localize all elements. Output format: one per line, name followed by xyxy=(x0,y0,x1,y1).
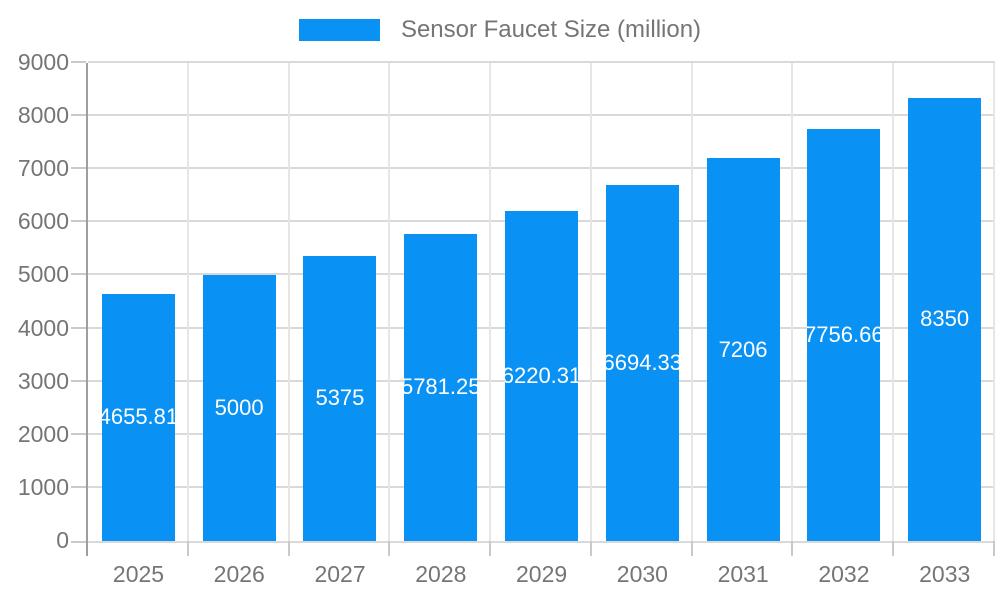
bar-value-label: 5375 xyxy=(315,385,365,411)
x-axis-label: 2030 xyxy=(616,561,668,587)
bar-value-label: 6220.31 xyxy=(505,362,578,388)
y-axis-tick xyxy=(71,379,86,382)
bar[interactable]: 5781.25 xyxy=(404,233,478,541)
vertical-gridline xyxy=(993,63,995,541)
x-axis-label: 2028 xyxy=(415,561,467,587)
x-axis-tick xyxy=(489,541,492,556)
vertical-gridline xyxy=(489,63,492,541)
bar-value-label: 8350 xyxy=(920,306,970,332)
bar[interactable]: 5375 xyxy=(303,255,377,541)
y-axis-tick xyxy=(71,61,86,63)
x-axis-label: 2033 xyxy=(919,561,971,587)
y-axis-tick xyxy=(71,326,86,329)
bar-value-label: 7756.66 xyxy=(807,322,881,348)
x-axis-label: 2032 xyxy=(818,561,870,587)
horizontal-gridline xyxy=(88,61,995,63)
vertical-gridline xyxy=(186,63,189,541)
y-axis-tick xyxy=(71,541,86,543)
legend-label: Sensor Faucet Size (million) xyxy=(400,16,702,43)
bar-value-label: 4655.81 xyxy=(101,404,175,430)
horizontal-gridline xyxy=(88,541,995,543)
bar-value-label: 7206 xyxy=(718,336,768,362)
vertical-gridline xyxy=(589,63,592,541)
bar-value-label: 6694.33 xyxy=(605,350,679,376)
y-axis-label: 7000 xyxy=(17,155,69,182)
y-axis-label: 4000 xyxy=(17,314,69,341)
y-axis-tick xyxy=(71,273,86,276)
bar[interactable]: 7206 xyxy=(706,158,780,541)
x-axis-tick xyxy=(690,541,693,556)
x-axis-label: 2026 xyxy=(213,561,265,587)
bar[interactable]: 5000 xyxy=(202,275,276,541)
y-axis-label: 5000 xyxy=(17,261,69,288)
vertical-gridline xyxy=(791,63,794,541)
y-axis-label: 2000 xyxy=(17,420,69,447)
x-axis-tick xyxy=(791,541,794,556)
bar[interactable]: 4655.81 xyxy=(101,293,175,541)
x-axis-label: 2029 xyxy=(516,561,568,587)
bar-value-label: 5781.25 xyxy=(404,374,478,400)
x-axis-tick xyxy=(589,541,592,556)
bar[interactable]: 6220.31 xyxy=(505,210,578,541)
x-axis-tick xyxy=(892,541,895,556)
vertical-gridline xyxy=(388,63,391,541)
y-axis-label: 1000 xyxy=(17,473,69,500)
x-axis-label: 2027 xyxy=(314,561,366,587)
vertical-gridline xyxy=(892,63,895,541)
y-axis-tick xyxy=(71,432,86,435)
y-axis-label: 9000 xyxy=(17,49,69,75)
vertical-gridline xyxy=(690,63,693,541)
plot-area: 4655.81 5000 5375 5781.25 6220.31 6694.33 7206… xyxy=(18,51,995,586)
x-axis-tick xyxy=(186,541,189,556)
x-axis-label: 2031 xyxy=(717,561,769,587)
y-axis-tick xyxy=(71,167,86,170)
x-axis-label: 2025 xyxy=(112,561,165,587)
bar-value-label: 5000 xyxy=(214,395,264,421)
bar[interactable]: 7756.66 xyxy=(807,129,881,541)
legend-swatch xyxy=(298,19,380,41)
x-axis-tick xyxy=(993,541,995,556)
y-axis-tick xyxy=(71,485,86,488)
y-axis-tick xyxy=(71,220,86,223)
y-axis-label: 6000 xyxy=(17,208,69,235)
bar[interactable]: 6694.33 xyxy=(605,185,679,541)
x-axis-tick xyxy=(287,541,290,556)
y-axis-label: 8000 xyxy=(17,102,69,129)
y-axis-tick xyxy=(71,114,86,117)
y-axis-line xyxy=(86,63,88,556)
legend[interactable]: Sensor Faucet Size (million) xyxy=(0,16,1000,44)
x-axis-tick xyxy=(388,541,391,556)
y-axis-label: 0 xyxy=(56,527,69,553)
y-axis-label: 3000 xyxy=(17,367,69,394)
horizontal-gridline xyxy=(88,167,995,170)
horizontal-gridline xyxy=(88,114,995,117)
bar[interactable]: 8350 xyxy=(908,97,982,541)
vertical-gridline xyxy=(287,63,290,541)
